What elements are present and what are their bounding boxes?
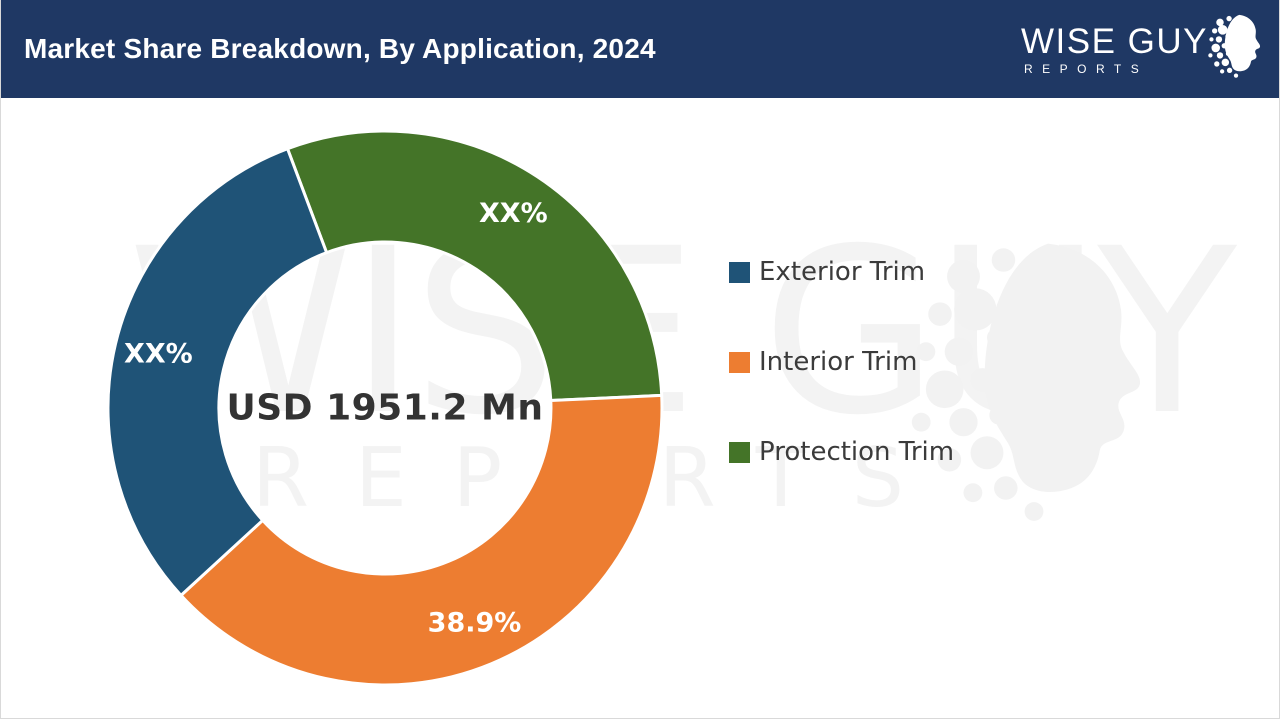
chart-legend: Exterior Trim Interior Trim Protection T… bbox=[729, 252, 954, 522]
donut-slice-label: XX% bbox=[479, 198, 548, 229]
logo-face-icon bbox=[1204, 10, 1268, 88]
donut-slice-label: 38.9% bbox=[428, 608, 522, 639]
legend-label: Interior Trim bbox=[759, 347, 918, 377]
legend-swatch-icon bbox=[729, 441, 750, 463]
legend-item-protection-trim: Protection Trim bbox=[729, 432, 954, 472]
chart-center-value: USD 1951.2 Mn bbox=[226, 387, 544, 429]
logo-wordmark: WISE GUY bbox=[1020, 21, 1208, 61]
donut-slice-label: XX% bbox=[124, 338, 193, 369]
legend-label: Protection Trim bbox=[759, 437, 955, 467]
wise-guy-reports-logo: WISE GUY REPORTS bbox=[1021, 8, 1268, 90]
donut-slice-protection-trim bbox=[286, 129, 664, 402]
page-title: Market Share Breakdown, By Application, … bbox=[24, 33, 656, 64]
legend-swatch-icon bbox=[729, 261, 750, 283]
legend-item-exterior-trim: Exterior Trim bbox=[729, 252, 954, 292]
donut-slice-interior-trim bbox=[179, 393, 664, 687]
legend-label: Exterior Trim bbox=[759, 257, 926, 287]
donut-slice-exterior-trim bbox=[106, 147, 329, 597]
header-bar: Market Share Breakdown, By Application, … bbox=[0, 0, 1280, 98]
logo-reports-text: REPORTS bbox=[1023, 61, 1149, 76]
logo-text: WISE GUY REPORTS bbox=[1021, 24, 1208, 75]
legend-item-interior-trim: Interior Trim bbox=[729, 342, 954, 382]
legend-swatch-icon bbox=[729, 351, 750, 373]
